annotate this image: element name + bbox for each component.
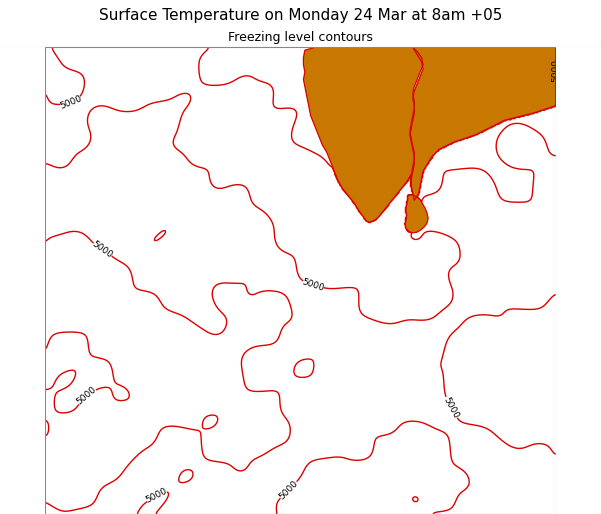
- Polygon shape: [405, 195, 428, 233]
- Text: 5000: 5000: [278, 479, 300, 501]
- Text: 5000: 5000: [91, 240, 115, 260]
- Text: 5000: 5000: [301, 277, 326, 292]
- Polygon shape: [410, 47, 556, 200]
- Text: Surface Temperature on Monday 24 Mar at 8am +05: Surface Temperature on Monday 24 Mar at …: [99, 8, 502, 23]
- Text: 5000: 5000: [551, 59, 560, 82]
- Text: 5000: 5000: [58, 94, 83, 111]
- Text: Freezing level contours: Freezing level contours: [228, 31, 373, 44]
- Text: 5000: 5000: [144, 487, 169, 505]
- Text: 5000: 5000: [75, 385, 98, 407]
- Text: 5000: 5000: [442, 395, 461, 420]
- Polygon shape: [304, 47, 423, 222]
